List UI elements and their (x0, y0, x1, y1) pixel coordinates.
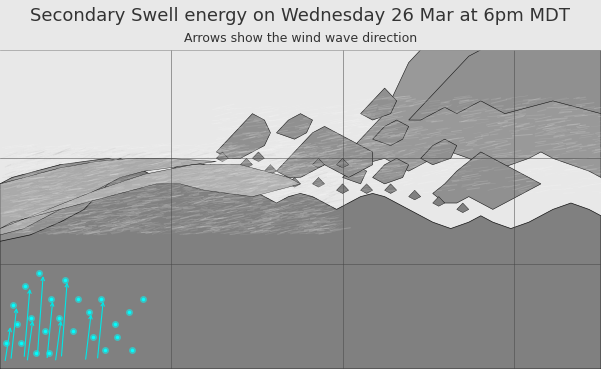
Polygon shape (337, 158, 349, 168)
Polygon shape (337, 184, 349, 193)
Polygon shape (409, 190, 421, 200)
Polygon shape (385, 184, 397, 193)
Polygon shape (0, 158, 132, 241)
Polygon shape (216, 114, 270, 158)
Polygon shape (313, 158, 325, 168)
Polygon shape (0, 158, 216, 235)
Polygon shape (216, 152, 228, 162)
Polygon shape (276, 127, 373, 177)
Polygon shape (361, 88, 397, 120)
Polygon shape (343, 165, 367, 184)
Polygon shape (373, 120, 409, 146)
Polygon shape (331, 50, 601, 177)
Polygon shape (276, 114, 313, 139)
Polygon shape (313, 177, 325, 187)
Polygon shape (252, 152, 264, 162)
Text: Secondary Swell energy on Wednesday 26 Mar at 6pm MDT: Secondary Swell energy on Wednesday 26 M… (31, 7, 570, 25)
Polygon shape (457, 203, 469, 213)
Polygon shape (361, 184, 373, 193)
Polygon shape (409, 50, 601, 120)
Polygon shape (204, 165, 216, 174)
Polygon shape (0, 165, 300, 228)
Polygon shape (240, 158, 252, 168)
Polygon shape (433, 152, 541, 210)
Polygon shape (264, 165, 276, 174)
Polygon shape (433, 197, 445, 206)
Polygon shape (421, 139, 457, 165)
Polygon shape (373, 158, 409, 184)
Polygon shape (288, 177, 300, 187)
Polygon shape (0, 158, 601, 369)
Text: Arrows show the wind wave direction: Arrows show the wind wave direction (184, 32, 417, 45)
Polygon shape (228, 171, 240, 181)
